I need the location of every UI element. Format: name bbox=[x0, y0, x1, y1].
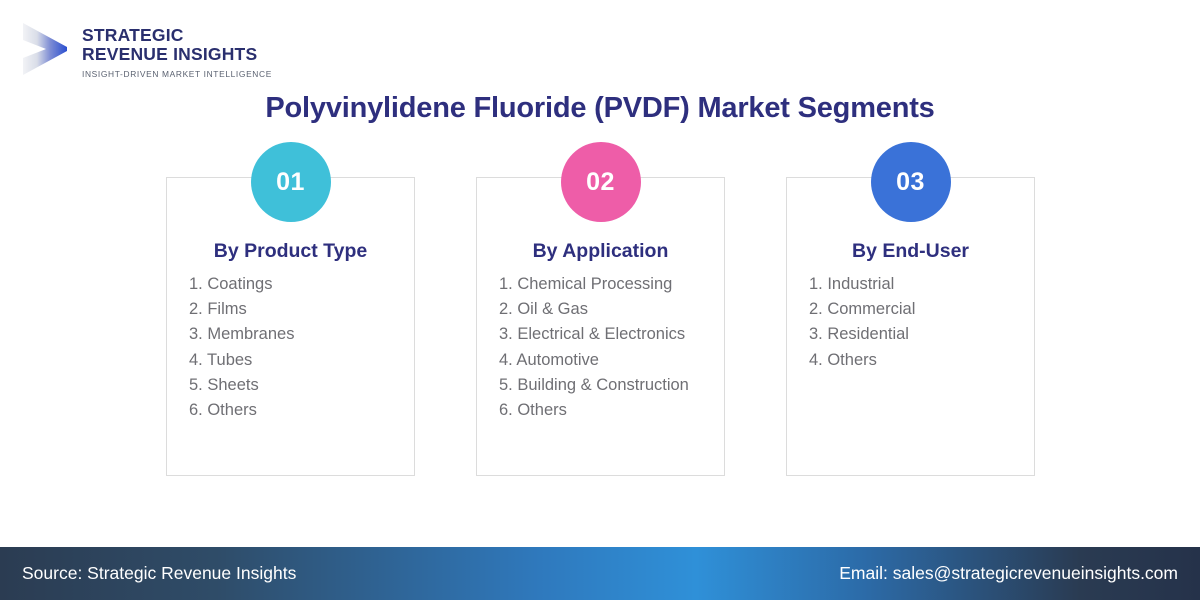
list-item: 2. Oil & Gas bbox=[499, 300, 588, 319]
list-item: 6. Others bbox=[189, 401, 257, 420]
segment-heading: By Application bbox=[532, 240, 669, 262]
list-item: 1. Chemical Processing bbox=[499, 275, 673, 293]
segment-item-list: 1. Chemical Processing 2. Oil & Gas 3. E… bbox=[499, 272, 716, 423]
segment-item-list: 1. Coatings 2. Films 3. Membranes 4. Tub… bbox=[189, 272, 406, 423]
brand-wordmark: STRATEGIC REVENUE INSIGHTS INSIGHT-DRIVE… bbox=[82, 25, 272, 80]
brand-tagline: INSIGHT-DRIVEN MARKET INTELLIGENCE bbox=[82, 69, 272, 79]
list-item: 1. Industrial bbox=[809, 275, 895, 293]
page-title: Polyvinylidene Fluoride (PVDF) Market Se… bbox=[265, 92, 935, 124]
list-item: 3. Electrical & Electronics bbox=[499, 325, 686, 344]
segment-number-badge: 03 bbox=[870, 142, 951, 222]
chevron-arrow-icon bbox=[20, 20, 70, 78]
segment-card: 03 By End-User 1. Industrial 2. Commerci… bbox=[786, 142, 1035, 476]
footer-source: Source: Strategic Revenue Insights bbox=[22, 563, 297, 583]
list-item: 3. Membranes bbox=[189, 325, 295, 344]
list-item: 6. Others bbox=[499, 401, 567, 420]
brand-name-line2: REVENUE INSIGHTS bbox=[82, 44, 258, 64]
list-item: 4. Tubes bbox=[189, 350, 253, 369]
segment-heading: By End-User bbox=[851, 240, 970, 262]
list-item: 4. Automotive bbox=[499, 350, 599, 369]
list-item: 2. Films bbox=[189, 300, 247, 319]
segment-card: 01 By Product Type 1. Coatings 2. Films … bbox=[166, 142, 415, 476]
segments-container: 01 By Product Type 1. Coatings 2. Films … bbox=[166, 142, 1035, 476]
list-item: 5. Building & Construction bbox=[499, 375, 689, 394]
footer-email: Email: sales@strategicrevenueinsights.co… bbox=[839, 563, 1178, 583]
brand-name-line1: STRATEGIC bbox=[82, 25, 184, 45]
list-item: 5. Sheets bbox=[189, 375, 259, 394]
segment-card: 02 By Application 1. Chemical Processing… bbox=[476, 142, 725, 476]
footer-bar: Source: Strategic Revenue Insights Email… bbox=[0, 547, 1200, 600]
list-item: 1. Coatings bbox=[189, 275, 273, 293]
segment-number-badge: 01 bbox=[250, 142, 331, 222]
segment-heading: By Product Type bbox=[213, 240, 368, 262]
list-item: 4. Others bbox=[809, 350, 877, 369]
list-item: 3. Residential bbox=[809, 325, 909, 344]
list-item: 2. Commercial bbox=[809, 300, 916, 319]
brand-logo: STRATEGIC REVENUE INSIGHTS INSIGHT-DRIVE… bbox=[20, 18, 320, 84]
segment-item-list: 1. Industrial 2. Commercial 3. Residenti… bbox=[809, 272, 1026, 373]
segment-number-badge: 02 bbox=[560, 142, 641, 222]
